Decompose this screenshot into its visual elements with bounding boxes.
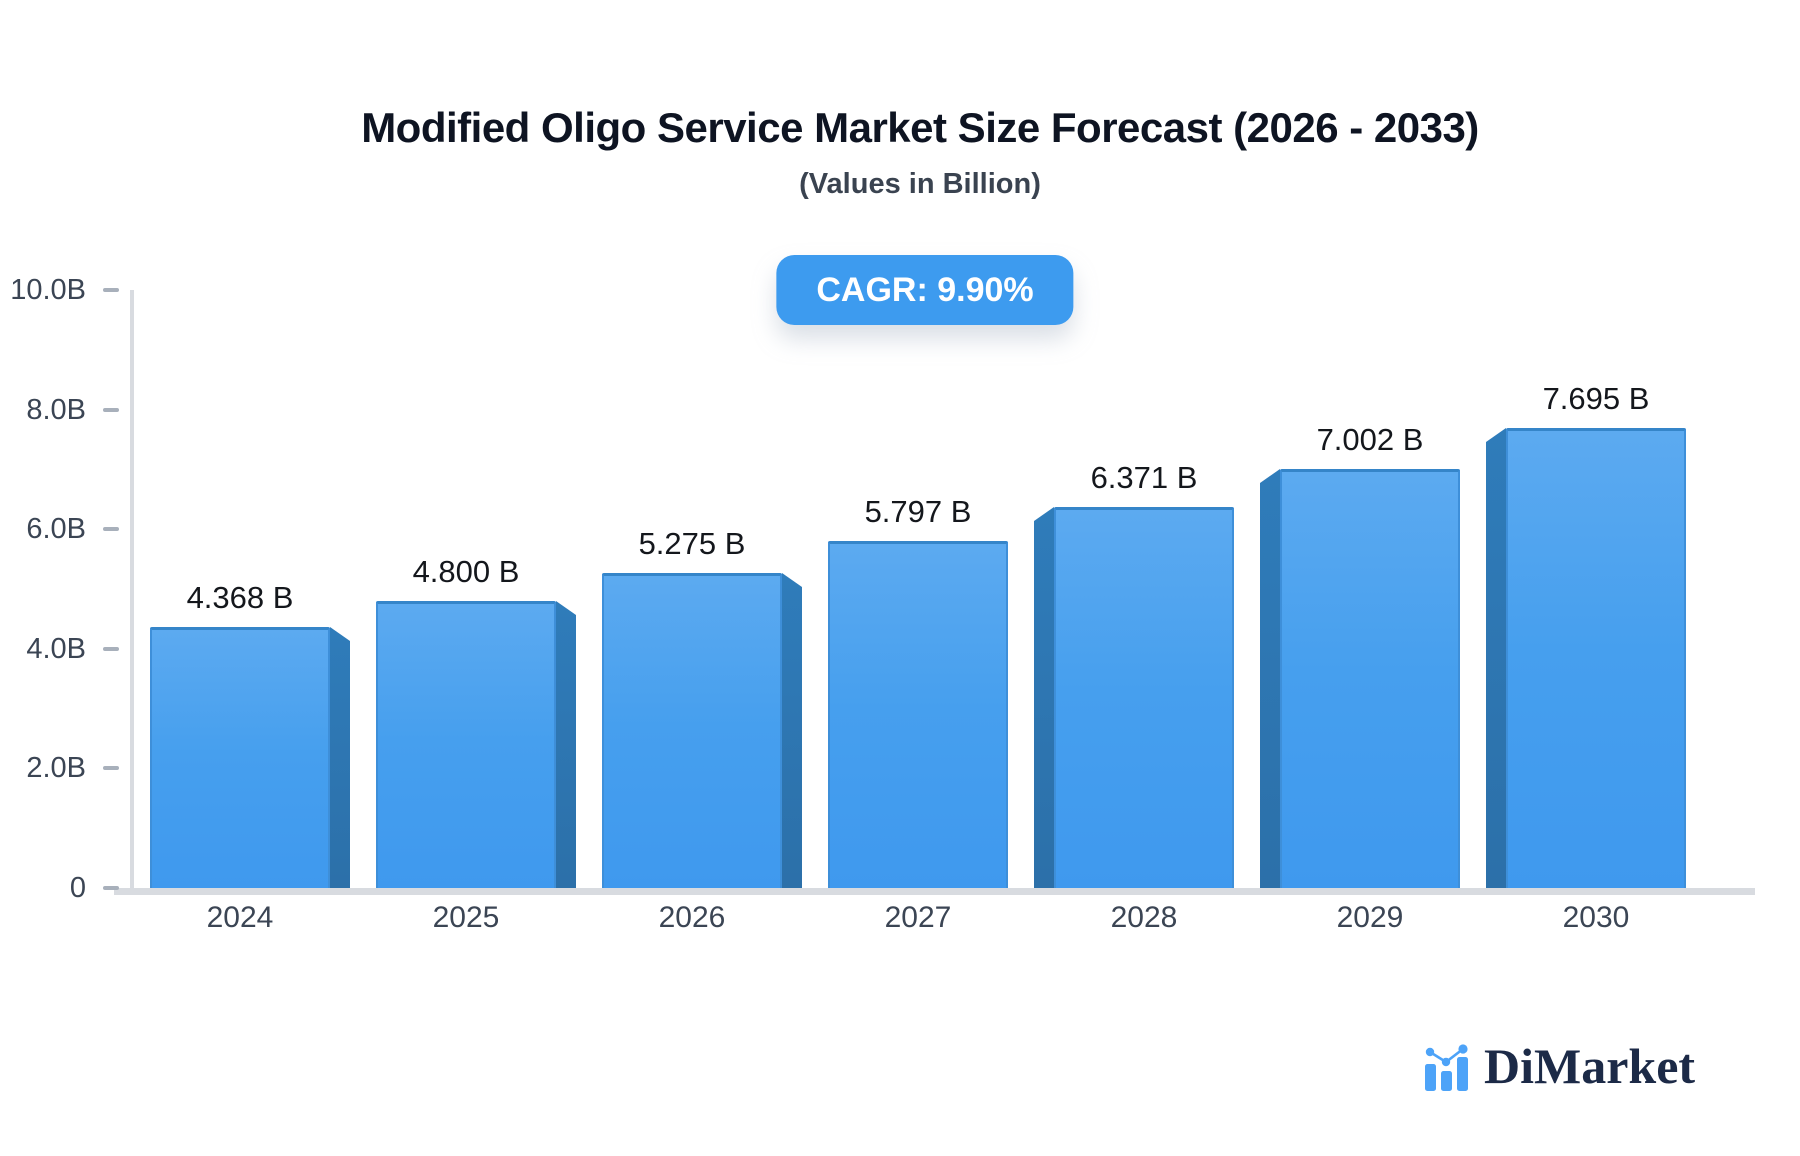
bar-group — [150, 627, 350, 888]
x-axis-label: 2024 — [206, 901, 274, 934]
bar — [1506, 428, 1686, 888]
y-axis-tick-mark — [103, 886, 119, 890]
bar — [376, 601, 556, 888]
y-axis-tick-mark — [103, 288, 119, 292]
bar-group — [1486, 428, 1686, 888]
bar-value-label: 7.002 B — [1316, 422, 1424, 457]
y-axis-line — [130, 290, 134, 888]
x-axis-label: 2027 — [884, 901, 952, 934]
bar — [602, 573, 782, 888]
bar-group — [1034, 507, 1234, 888]
x-axis-label: 2026 — [658, 901, 726, 934]
x-axis-baseline — [114, 888, 1755, 895]
bar-3d-side-face — [1034, 507, 1054, 888]
cagr-badge: CAGR: 9.90% — [776, 255, 1074, 325]
bar-3d-side-face — [556, 601, 576, 888]
bar-3d-side-face — [1260, 469, 1280, 888]
bar-value-label: 4.800 B — [412, 554, 520, 589]
bar-group — [602, 573, 802, 888]
bar-3d-side-face — [1486, 428, 1506, 888]
bar-chart-logo-icon — [1424, 1044, 1474, 1092]
y-axis-tick-label: 6.0B — [26, 513, 86, 546]
y-axis-tick-label: 10.0B — [10, 274, 86, 306]
bar — [1054, 507, 1234, 888]
x-axis-label: 2025 — [432, 901, 500, 934]
y-axis-tick-mark — [103, 766, 119, 771]
y-axis-tick-label: 0 — [69, 872, 86, 904]
bar — [1280, 469, 1460, 888]
bar — [150, 627, 330, 888]
y-axis-tick-mark — [103, 646, 119, 651]
x-axis-label: 2030 — [1562, 901, 1630, 934]
bar-value-label: 7.695 B — [1542, 381, 1650, 416]
chart-subtitle: (Values in Billion) — [799, 168, 1041, 200]
y-axis-tick-label: 2.0B — [26, 752, 86, 785]
y-axis-tick-mark — [103, 407, 119, 412]
x-axis-label: 2028 — [1110, 901, 1178, 934]
brand-logo: DiMarket — [1424, 1040, 1695, 1092]
bar-group — [376, 601, 576, 888]
y-axis-tick-label: 8.0B — [26, 393, 86, 426]
x-axis-label: 2029 — [1336, 901, 1404, 934]
brand-name: DiMarket — [1484, 1038, 1696, 1094]
y-axis-tick-label: 4.0B — [26, 632, 86, 665]
y-axis-tick-mark — [103, 527, 119, 532]
chart-title: Modified Oligo Service Market Size Forec… — [361, 104, 1479, 151]
bar — [828, 541, 1008, 888]
bar-value-label: 6.371 B — [1090, 460, 1198, 495]
bar-value-label: 4.368 B — [186, 580, 294, 615]
bar-3d-side-face — [330, 627, 350, 888]
bar-value-label: 5.275 B — [638, 526, 746, 561]
bar-group — [828, 541, 1008, 888]
bar-value-label: 5.797 B — [864, 494, 972, 529]
bar-group — [1260, 469, 1460, 888]
bar-3d-side-face — [782, 573, 802, 888]
